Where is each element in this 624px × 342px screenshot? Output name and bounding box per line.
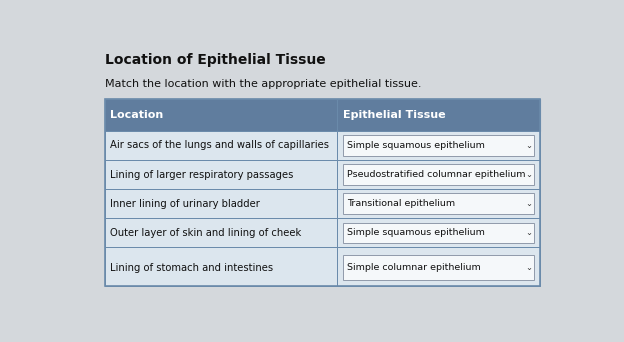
Text: Inner lining of urinary bladder: Inner lining of urinary bladder xyxy=(110,199,260,209)
Text: Transitional epithelium: Transitional epithelium xyxy=(347,199,456,208)
Bar xyxy=(338,189,540,218)
Bar xyxy=(343,255,534,280)
Bar xyxy=(343,223,534,243)
Text: ⌄: ⌄ xyxy=(525,199,533,208)
Bar xyxy=(105,189,338,218)
Text: Simple columnar epithelium: Simple columnar epithelium xyxy=(347,263,481,272)
Bar xyxy=(343,135,534,156)
Text: Pseudostratified columnar epithelium: Pseudostratified columnar epithelium xyxy=(347,170,525,179)
Bar xyxy=(105,99,540,286)
Bar xyxy=(105,160,338,189)
Text: Lining of larger respiratory passages: Lining of larger respiratory passages xyxy=(110,170,294,180)
Bar xyxy=(338,99,540,131)
Bar xyxy=(338,160,540,189)
Text: Simple squamous epithelium: Simple squamous epithelium xyxy=(347,228,485,237)
Bar xyxy=(105,131,338,160)
Bar xyxy=(338,131,540,160)
Text: ⌄: ⌄ xyxy=(525,263,533,272)
Text: Epithelial Tissue: Epithelial Tissue xyxy=(343,110,446,120)
Bar xyxy=(105,247,338,250)
Bar xyxy=(338,247,540,286)
Text: Air sacs of the lungs and walls of capillaries: Air sacs of the lungs and walls of capil… xyxy=(110,141,329,150)
Bar xyxy=(338,218,540,247)
Text: Outer layer of skin and lining of cheek: Outer layer of skin and lining of cheek xyxy=(110,228,301,238)
Bar xyxy=(343,194,534,214)
Text: ⌄: ⌄ xyxy=(525,170,533,179)
Text: Match the location with the appropriate epithelial tissue.: Match the location with the appropriate … xyxy=(105,79,421,89)
Bar xyxy=(105,247,338,286)
Text: Simple squamous epithelium: Simple squamous epithelium xyxy=(347,141,485,150)
Text: Location of Epithelial Tissue: Location of Epithelial Tissue xyxy=(105,53,325,67)
Bar xyxy=(343,165,534,185)
Text: Lining of stomach and intestines: Lining of stomach and intestines xyxy=(110,263,273,273)
Bar xyxy=(105,99,338,131)
Text: ⌄: ⌄ xyxy=(525,228,533,237)
Bar xyxy=(105,218,338,247)
Text: Location: Location xyxy=(110,110,163,120)
Text: ⌄: ⌄ xyxy=(525,141,533,150)
Bar xyxy=(338,247,540,250)
